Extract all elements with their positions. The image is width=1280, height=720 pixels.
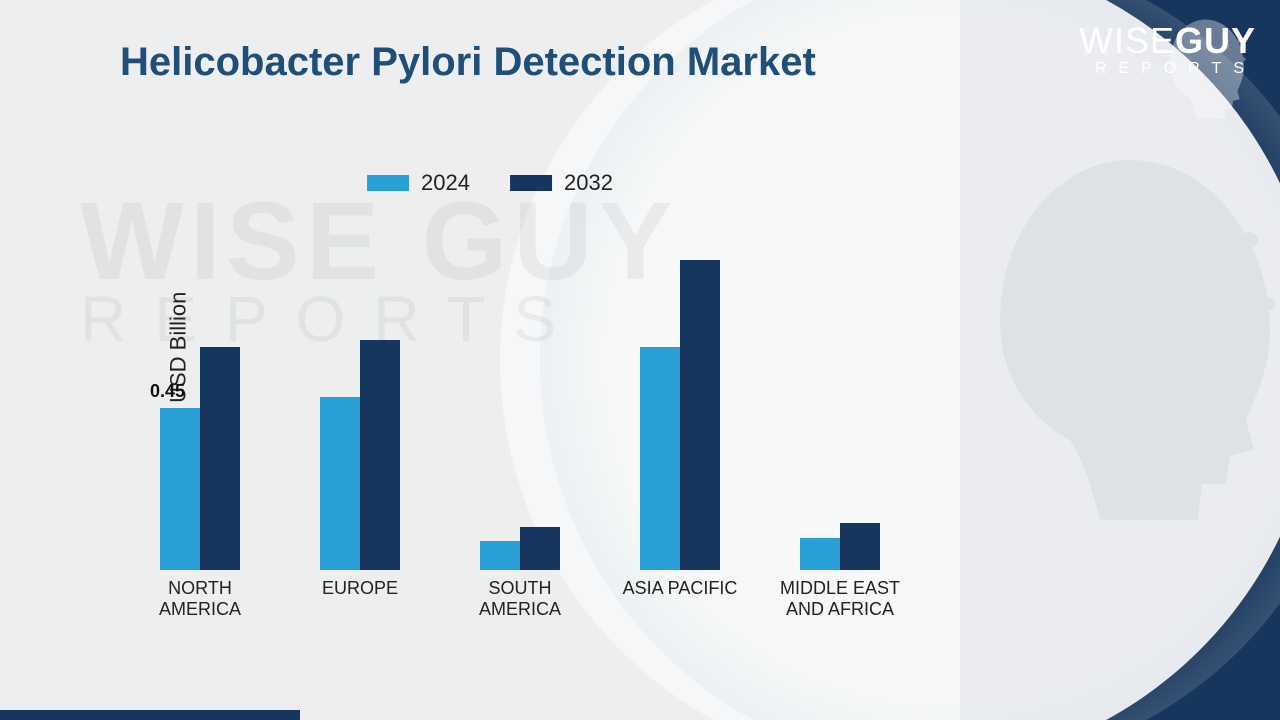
legend-item-2032: 2032 bbox=[510, 170, 613, 196]
category-label: SOUTH AMERICA bbox=[450, 578, 590, 619]
bar-group: EUROPE bbox=[300, 340, 420, 570]
brand-main-b: GUY bbox=[1175, 20, 1256, 61]
brand-logo: WISEGUY REPORTS bbox=[1079, 20, 1256, 78]
legend-label-2024: 2024 bbox=[421, 170, 470, 196]
chart: Market Size in USD Billion 2024 2032 NOR… bbox=[50, 170, 930, 670]
page: WISE GUY REPORTS Helicobacter Pylori Det… bbox=[0, 0, 1280, 720]
legend-swatch-2032 bbox=[510, 175, 552, 191]
legend-swatch-2024 bbox=[367, 175, 409, 191]
bar-2032 bbox=[680, 260, 720, 570]
bar-2032 bbox=[840, 523, 880, 570]
legend: 2024 2032 bbox=[367, 170, 613, 196]
head-silhouette-large-icon bbox=[900, 140, 1280, 540]
bottom-accent-bar bbox=[0, 710, 300, 720]
bar-2032 bbox=[360, 340, 400, 570]
bar-group: MIDDLE EAST AND AFRICA bbox=[780, 523, 900, 570]
brand-main-a: WISE bbox=[1079, 20, 1175, 61]
bar-2032 bbox=[200, 347, 240, 570]
bar-2024 bbox=[800, 538, 840, 570]
brand-sub: REPORTS bbox=[1079, 60, 1256, 78]
legend-item-2024: 2024 bbox=[367, 170, 470, 196]
bar-2024 bbox=[320, 397, 360, 570]
category-label: ASIA PACIFIC bbox=[610, 578, 750, 599]
bar-group: ASIA PACIFIC bbox=[620, 260, 740, 570]
bar-group: SOUTH AMERICA bbox=[460, 527, 580, 570]
legend-label-2032: 2032 bbox=[564, 170, 613, 196]
brand-main: WISEGUY bbox=[1079, 20, 1256, 62]
data-label: 0.45 bbox=[150, 381, 185, 402]
bar-2024 bbox=[640, 347, 680, 570]
category-label: EUROPE bbox=[290, 578, 430, 599]
category-label: NORTH AMERICA bbox=[130, 578, 270, 619]
plot-area: NORTH AMERICA0.45EUROPESOUTH AMERICAASIA… bbox=[140, 210, 920, 570]
category-label: MIDDLE EAST AND AFRICA bbox=[770, 578, 910, 619]
bar-2024 bbox=[160, 408, 200, 570]
bar-2032 bbox=[520, 527, 560, 570]
chart-title: Helicobacter Pylori Detection Market bbox=[120, 40, 820, 84]
bar-2024 bbox=[480, 541, 520, 570]
